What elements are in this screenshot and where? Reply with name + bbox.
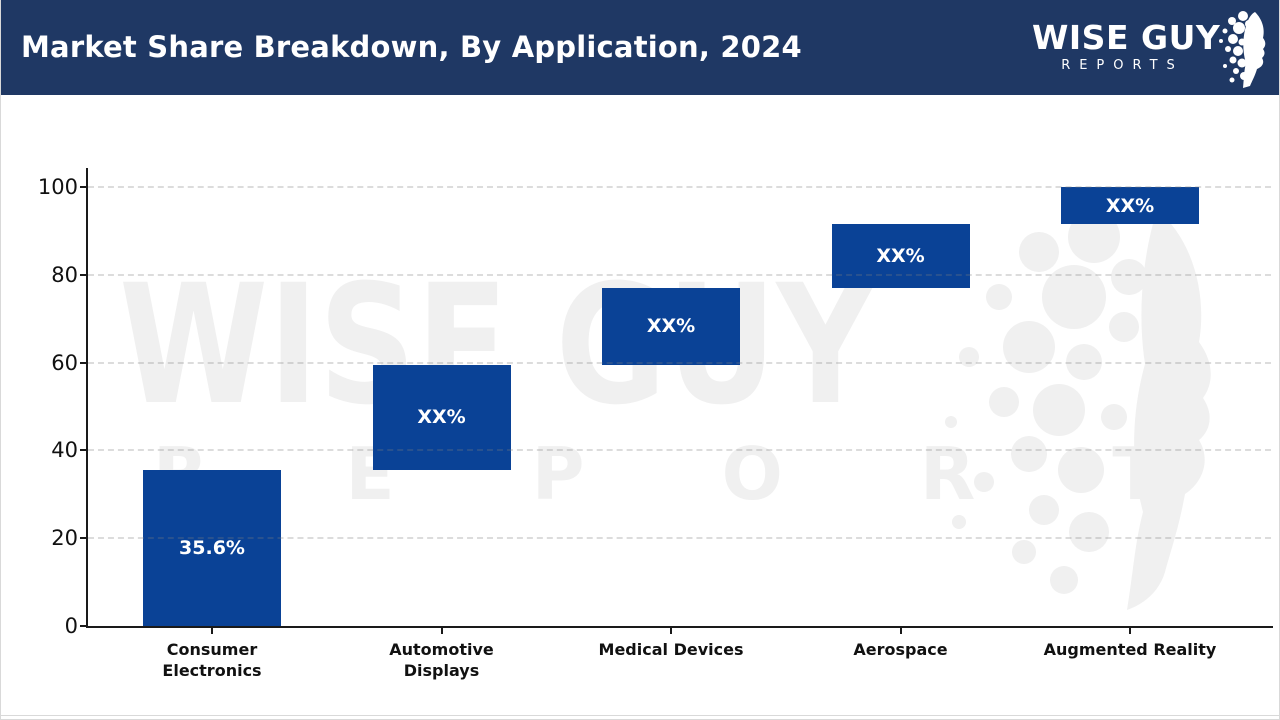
- figure-bottom-rule: [1, 715, 1279, 716]
- x-axis-line: [86, 626, 1273, 628]
- bar-value-label: 35.6%: [179, 536, 245, 559]
- gridline-20: [88, 537, 1271, 540]
- bar-aerospace: [831, 224, 970, 288]
- x-category-label: Automotive Displays: [389, 640, 494, 680]
- bar-value-label: XX%: [1105, 194, 1155, 217]
- chart-title: Market Share Breakdown, By Application, …: [21, 30, 802, 64]
- y-tick-label: 20: [51, 526, 78, 551]
- y-tick-label: 40: [51, 438, 78, 463]
- x-category-label: Aerospace: [853, 640, 948, 659]
- header-bar: Market Share Breakdown, By Application, …: [1, 0, 1279, 95]
- gridline-80: [88, 273, 1271, 276]
- y-tick-label: 0: [64, 614, 78, 638]
- brand-subtext: REPORTS: [1061, 58, 1184, 73]
- x-tick-mark: [211, 627, 213, 634]
- bar-value-label: XX%: [876, 245, 925, 268]
- gridline-100: [88, 186, 1271, 188]
- y-tick-mark: [80, 361, 87, 364]
- brand-logo-text: WISE GUY REPORTS: [1032, 18, 1221, 74]
- y-tick-label: 60: [51, 350, 78, 375]
- x-tick-mark: [1129, 627, 1131, 634]
- bar-consumer-electronics: [143, 469, 281, 626]
- bar-medical-devices: [602, 287, 740, 365]
- y-tick-mark: [80, 186, 87, 188]
- x-tick-mark: [670, 627, 672, 634]
- gridline-60: [88, 361, 1271, 364]
- brand-logo: WISE GUY REPORTS: [1032, 6, 1267, 90]
- y-axis-line: [86, 168, 88, 627]
- bar-augmented-reality: [1061, 187, 1199, 225]
- y-tick-mark: [80, 625, 87, 627]
- watermark-head-icon: [945, 210, 1211, 610]
- x-category-label: Augmented Reality: [1043, 640, 1217, 659]
- x-category-label: Medical Devices: [598, 640, 744, 659]
- gridline-40: [88, 449, 1271, 452]
- y-tick-label: 80: [51, 262, 78, 287]
- y-tick-mark: [80, 273, 87, 276]
- brand-wordmark: WISE GUY: [1032, 18, 1221, 57]
- bar-automotive-displays: [372, 364, 511, 470]
- bar-value-label: XX%: [417, 406, 466, 429]
- y-tick-label: 100: [37, 175, 78, 199]
- x-tick-mark: [440, 627, 443, 634]
- y-tick-mark: [80, 449, 87, 452]
- dotted-head-icon: [1219, 11, 1266, 88]
- x-category-label: Consumer Electronics: [162, 640, 262, 680]
- x-tick-mark: [899, 627, 902, 634]
- y-tick-mark: [80, 537, 87, 540]
- bar-value-label: XX%: [646, 315, 696, 338]
